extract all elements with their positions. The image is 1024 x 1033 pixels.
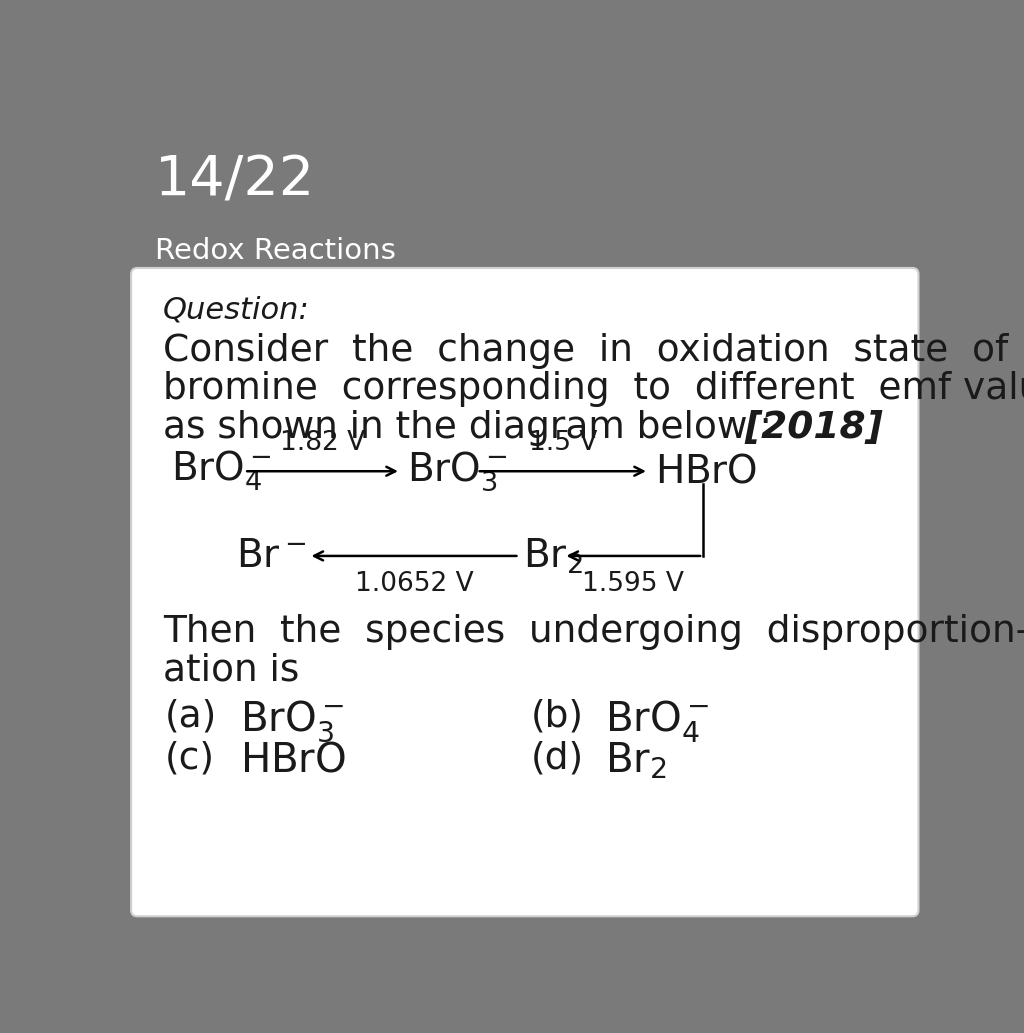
Text: [2018]: [2018] xyxy=(744,410,884,445)
Text: $\mathrm{BrO_3^-}$: $\mathrm{BrO_3^-}$ xyxy=(407,449,508,493)
Text: $\mathrm{Br_2}$: $\mathrm{Br_2}$ xyxy=(523,536,583,575)
Text: bromine  corresponding  to  different  emf values: bromine corresponding to different emf v… xyxy=(163,371,1024,407)
Text: 1.595 V: 1.595 V xyxy=(583,571,684,597)
Text: 1.82 V: 1.82 V xyxy=(280,430,366,456)
Text: (a): (a) xyxy=(165,698,217,734)
Text: $\mathrm{HBrO}$: $\mathrm{HBrO}$ xyxy=(655,452,758,491)
Text: $\mathrm{BrO_3^-}$: $\mathrm{BrO_3^-}$ xyxy=(241,698,345,744)
Text: $\mathrm{BrO_4^-}$: $\mathrm{BrO_4^-}$ xyxy=(604,698,709,745)
Text: as shown in the diagram below :: as shown in the diagram below : xyxy=(163,410,772,445)
Text: $\mathrm{Br^-}$: $\mathrm{Br^-}$ xyxy=(236,537,306,575)
Text: (c): (c) xyxy=(165,741,215,777)
Text: $\mathrm{HBrO}$: $\mathrm{HBrO}$ xyxy=(241,741,346,781)
Text: Redox Reactions: Redox Reactions xyxy=(155,237,396,264)
Text: $\mathrm{Br_2}$: $\mathrm{Br_2}$ xyxy=(604,741,667,781)
Text: Consider  the  change  in  oxidation  state  of: Consider the change in oxidation state o… xyxy=(163,333,1008,369)
Text: 1.0652 V: 1.0652 V xyxy=(354,571,473,597)
Text: Question:: Question: xyxy=(163,295,309,324)
Text: ation is: ation is xyxy=(163,652,299,688)
FancyBboxPatch shape xyxy=(131,268,919,916)
Text: 1.5 V: 1.5 V xyxy=(528,430,597,456)
Text: $\mathrm{BrO_4^-}$: $\mathrm{BrO_4^-}$ xyxy=(171,449,271,494)
Text: (b): (b) xyxy=(531,698,584,734)
Text: 14/22: 14/22 xyxy=(155,153,315,208)
Text: (d): (d) xyxy=(531,741,584,777)
Text: Then  the  species  undergoing  disproportion-: Then the species undergoing disproportio… xyxy=(163,614,1024,650)
